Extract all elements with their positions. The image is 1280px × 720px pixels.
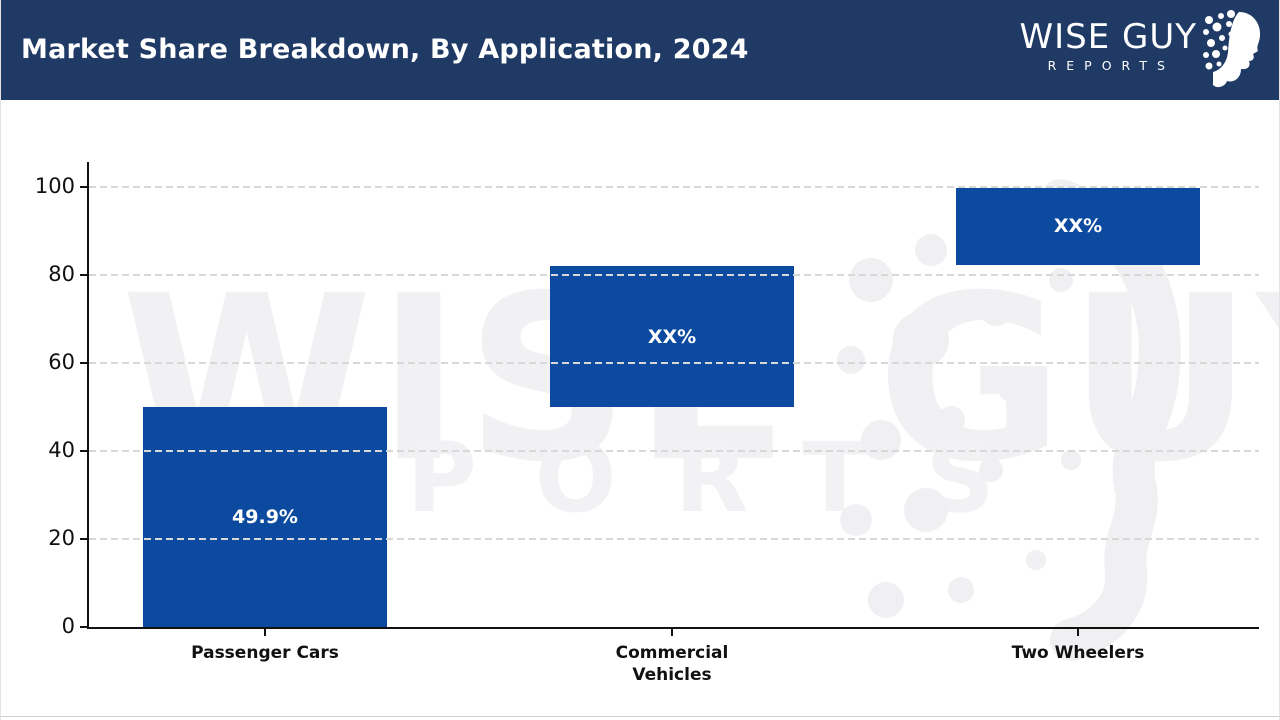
x-category-label: Commercial Vehicles <box>615 643 729 686</box>
page-title: Market Share Breakdown, By Application, … <box>21 34 749 65</box>
x-tickmark-0 <box>264 629 266 636</box>
y-tickmark-80 <box>80 274 87 276</box>
y-tick-label-20: 20 <box>48 526 75 550</box>
y-axis-line <box>87 162 89 629</box>
bar-commercial: XX% <box>550 266 794 407</box>
logo-tagline: REPORTS <box>1047 57 1175 73</box>
bar-passenger-cars: 49.9% <box>143 407 387 627</box>
y-tick-label-60: 60 <box>48 350 75 374</box>
y-tick-label-0: 0 <box>61 614 75 638</box>
header-bar: Market Share Breakdown, By Application, … <box>1 0 1279 100</box>
x-category-label: Passenger Cars <box>191 643 339 663</box>
bar-value-label: 49.9% <box>232 506 298 529</box>
y-tickmark-20 <box>80 538 87 540</box>
footer-divider <box>1 716 1279 717</box>
y-tick-label-40: 40 <box>48 438 75 462</box>
bar-value-label: XX% <box>1053 215 1103 238</box>
bar-two-wheelers: XX% <box>956 187 1200 265</box>
y-tick-label-80: 80 <box>48 262 75 286</box>
gridline-100 <box>89 186 1259 188</box>
chart-area: WISE GUY REPORTS 49.9%XX%XX%020406080100… <box>1 100 1279 716</box>
bar-value-label: XX% <box>647 325 697 348</box>
y-tickmark-0 <box>80 626 87 628</box>
gridline-80 <box>89 274 1259 276</box>
y-tickmark-60 <box>80 362 87 364</box>
logo-wordmark: WISE GUY <box>1019 17 1197 57</box>
gridline-40 <box>89 450 1259 452</box>
logo-face-icon <box>1203 10 1261 88</box>
gridline-60 <box>89 362 1259 364</box>
x-tickmark-1 <box>671 629 673 636</box>
y-tick-label-100: 100 <box>34 174 75 198</box>
y-tickmark-100 <box>80 186 87 188</box>
x-axis-line <box>87 627 1259 629</box>
x-category-label: Two Wheelers <box>1011 643 1145 663</box>
x-tickmark-2 <box>1077 629 1079 636</box>
y-tickmark-40 <box>80 450 87 452</box>
bar-chart: 49.9% XX% XX% 0 20 40 60 80 100 Passenger Cars Com… <box>1 100 1279 716</box>
wiseguy-logo: WISE GUY REPORTS <box>1015 8 1263 92</box>
gridline-20 <box>89 538 1259 540</box>
